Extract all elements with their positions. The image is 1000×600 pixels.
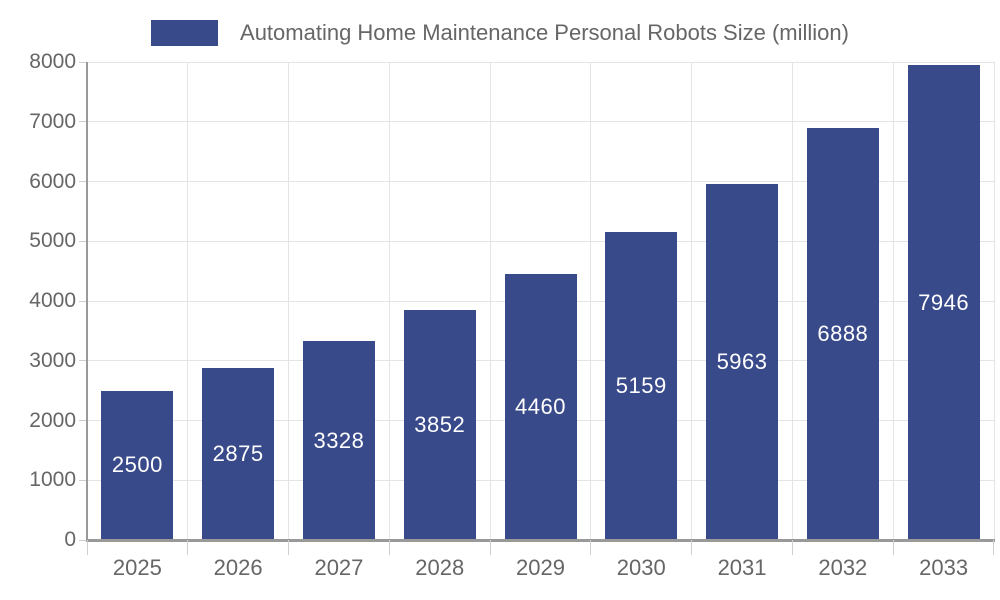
v-gridline-5 [590, 62, 592, 540]
y-tick-mark-6000 [79, 181, 87, 182]
y-axis-tick-labels: 0 1000 2000 3000 4000 5000 6000 7000 8000 [0, 50, 76, 551]
bar-2031: 5963 [706, 183, 779, 540]
bar-2032: 6888 [806, 128, 879, 540]
legend-swatch [151, 20, 219, 46]
x-tick-mark-5 [590, 540, 592, 555]
y-tick-label-0: 0 [64, 528, 76, 551]
bar-2028: 3852 [403, 309, 476, 540]
bar-value-label-2031: 5963 [716, 348, 768, 374]
y-tick-mark-7000 [79, 121, 87, 123]
y-tick-label-5000: 5000 [29, 229, 76, 253]
legend-label: Automating Home Maintenance Personal Rob… [240, 20, 849, 45]
h-gridline-5000 [87, 240, 994, 242]
v-gridline-7 [791, 62, 793, 540]
y-tick-mark-3000 [79, 360, 87, 362]
y-axis-tick-marks [79, 61, 87, 541]
x-tick-mark-6 [691, 540, 693, 555]
v-gridline-4 [489, 62, 491, 540]
bar-2033: 7946 [907, 65, 980, 540]
x-tick-label-2033: 2033 [919, 555, 969, 580]
x-tick-mark-9 [992, 540, 994, 555]
bar-2027: 3328 [302, 341, 375, 540]
bar-2026: 2875 [202, 368, 275, 540]
v-gridline-6 [691, 62, 693, 540]
v-gridline-9 [993, 62, 995, 540]
bar-2029: 4460 [504, 273, 577, 540]
x-tick-label-2027: 2027 [314, 555, 364, 580]
y-tick-mark-4000 [79, 300, 87, 302]
bar-2030: 5159 [605, 231, 678, 540]
bar-value-label-2033: 7946 [918, 289, 970, 315]
x-axis-tick-marks [86, 540, 994, 555]
h-gridline-6000 [87, 181, 994, 182]
y-tick-label-1000: 1000 [29, 468, 76, 492]
x-tick-label-2025: 2025 [112, 555, 162, 580]
y-axis-line [86, 62, 88, 541]
x-axis-line [86, 539, 995, 542]
y-tick-mark-8000 [79, 61, 87, 63]
x-tick-mark-1 [187, 540, 189, 555]
x-tick-label-2031: 2031 [717, 555, 767, 580]
y-tick-label-7000: 7000 [29, 109, 76, 133]
x-tick-mark-0 [86, 540, 88, 555]
y-tick-label-8000: 8000 [29, 50, 76, 73]
y-tick-mark-1000 [79, 479, 87, 481]
bar-value-label-2026: 2875 [212, 441, 264, 467]
x-tick-mark-4 [489, 540, 491, 555]
x-tick-label-2030: 2030 [616, 555, 666, 580]
h-gridline-8000 [87, 61, 994, 63]
legend: Automating Home Maintenance Personal Rob… [0, 18, 1000, 48]
bar-value-label-2028: 3852 [414, 411, 466, 437]
bar-value-label-2030: 5159 [615, 372, 667, 398]
y-tick-label-4000: 4000 [29, 289, 76, 312]
v-gridline-1 [187, 62, 189, 540]
plot-area: 2500 2875 3328 3852 4460 5159 5963 6888 7946 [87, 61, 995, 540]
x-tick-label-2026: 2026 [213, 555, 263, 580]
y-tick-label-2000: 2000 [29, 408, 76, 432]
y-tick-mark-0 [79, 539, 87, 541]
x-tick-mark-8 [892, 540, 894, 555]
v-gridline-8 [892, 62, 894, 540]
bar-2025: 2500 [101, 390, 174, 540]
bar-value-label-2032: 6888 [817, 321, 869, 347]
y-tick-label-3000: 3000 [29, 348, 76, 372]
y-tick-mark-5000 [79, 240, 87, 242]
legend-item[interactable]: Automating Home Maintenance Personal Rob… [151, 20, 849, 46]
x-tick-mark-2 [288, 540, 290, 555]
bar-value-label-2029: 4460 [515, 393, 566, 419]
x-axis-tick-labels: 2025 2026 2027 2028 2029 2030 2031 2032 2033 [87, 555, 994, 585]
bar-value-label-2027: 3328 [313, 427, 365, 453]
y-tick-label-6000: 6000 [29, 169, 76, 193]
bar-value-label-2025: 2500 [111, 452, 163, 478]
x-tick-label-2029: 2029 [516, 555, 565, 580]
v-gridline-2 [288, 62, 290, 540]
v-gridline-3 [388, 62, 390, 540]
y-tick-mark-2000 [79, 420, 87, 421]
x-tick-mark-3 [388, 540, 390, 555]
x-tick-label-2028: 2028 [415, 555, 465, 580]
h-gridline-7000 [87, 121, 994, 123]
x-tick-label-2032: 2032 [818, 555, 868, 580]
x-tick-mark-7 [791, 540, 793, 555]
